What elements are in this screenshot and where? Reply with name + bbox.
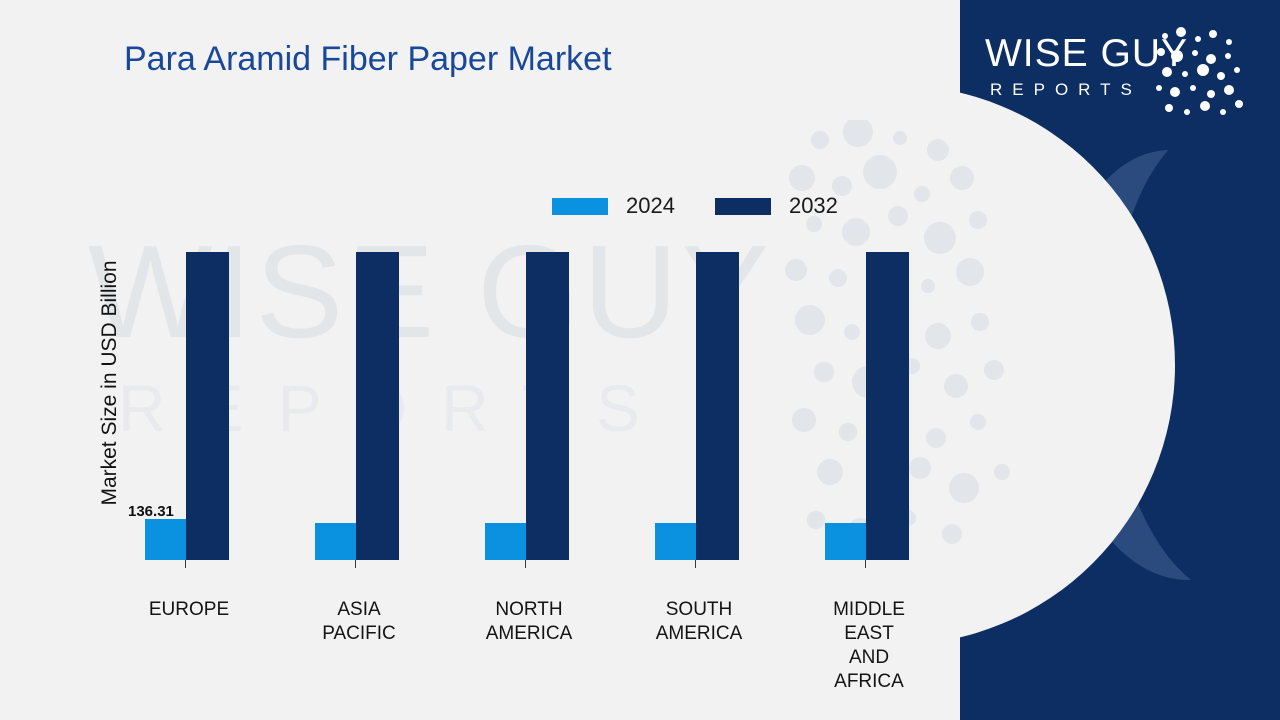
bar-2032-south-america[interactable] [696, 252, 739, 560]
bar-2024-europe[interactable] [145, 519, 189, 560]
brand-logo: WISE GUY REPORTS [985, 27, 1243, 117]
axis-tick-middle-east-and-africa [865, 560, 866, 568]
bar-2024-middle-east-and-africa[interactable] [825, 523, 869, 560]
logo-text-reports: REPORTS [990, 80, 1142, 99]
axis-tick-asia-pacific [355, 560, 356, 568]
legend-swatch-2032 [714, 197, 771, 215]
page-title: Para Aramid Fiber Paper Market [124, 40, 612, 78]
value-label-europe-2024: 136.31 [128, 503, 174, 520]
brand-panel [960, 0, 1280, 720]
bar-2024-asia-pacific[interactable] [315, 523, 359, 560]
bar-2032-middle-east-and-africa[interactable] [866, 252, 909, 560]
axis-tick-north-america [525, 560, 526, 568]
legend-item-2024[interactable]: 2024 [552, 193, 715, 219]
legend-label-2024: 2024 [626, 193, 675, 218]
legend-label-2032: 2032 [788, 193, 838, 218]
category-label-asia-pacific: ASIA PACIFIC [322, 599, 396, 644]
category-label-europe: EUROPE [148, 599, 230, 620]
axis-tick-south-america [695, 560, 696, 568]
category-label-north-america: NORTH AMERICA [485, 599, 573, 644]
bar-2024-north-america[interactable] [485, 523, 529, 560]
bar-2032-asia-pacific[interactable] [356, 252, 399, 560]
logo-dot-pattern-icon [1156, 27, 1243, 115]
plot-area: EUROPE 136.31 ASIA PACIFIC NORTH AMERICA… [128, 252, 909, 692]
axis-tick-europe [185, 560, 186, 568]
y-axis-title: Market Size in USD Billion [98, 260, 121, 506]
legend-item-2032[interactable]: 2032 [714, 193, 878, 219]
logo-text-wiseguy: WISE GUY [985, 32, 1189, 75]
bar-2024-south-america[interactable] [655, 523, 699, 560]
category-label-south-america: SOUTH AMERICA [655, 599, 743, 644]
bar-2032-europe[interactable] [186, 252, 229, 560]
legend-swatch-2024 [552, 197, 608, 215]
chart-legend: 2024 2032 [552, 193, 878, 219]
bar-2032-north-america[interactable] [526, 252, 569, 560]
category-label-middle-east-and-africa: MIDDLE EAST AND AFRICA [833, 599, 905, 692]
